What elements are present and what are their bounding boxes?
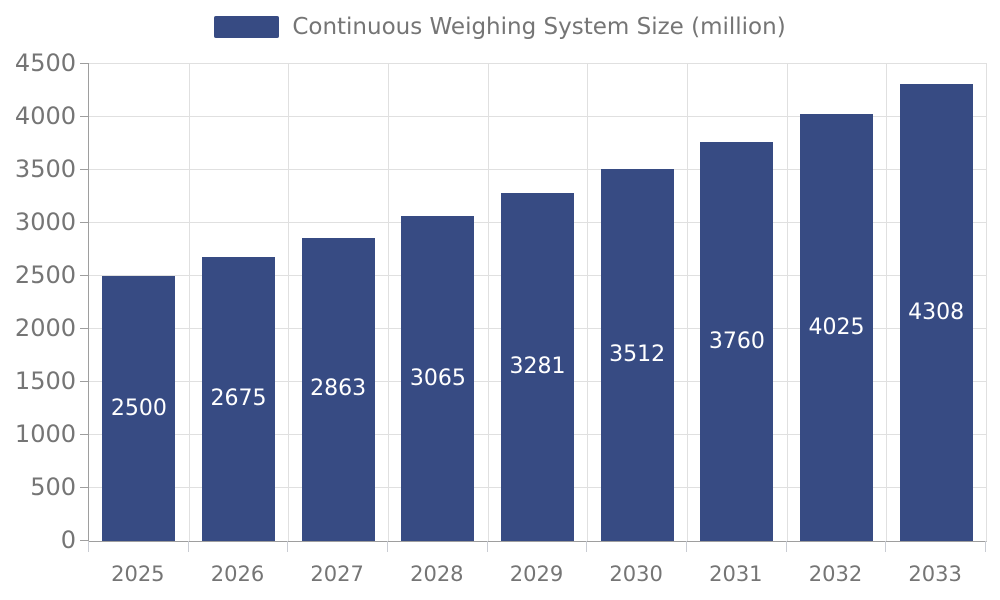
y-tick-label: 0 (60, 526, 76, 554)
bar-value-label: 2675 (210, 386, 267, 412)
bar-value-label: 3065 (409, 365, 466, 391)
x-tick-label: 2030 (609, 562, 663, 586)
bar-value-label: 2500 (110, 395, 167, 421)
bar (301, 237, 375, 541)
y-tick-label: 2500 (14, 261, 76, 289)
y-tick-label: 1500 (14, 367, 76, 395)
bar-value-label: 3281 (509, 354, 566, 380)
bar-value-label: 4025 (808, 314, 865, 340)
x-tick-mark (187, 541, 189, 552)
legend-label: Continuous Weighing System Size (million… (292, 14, 786, 40)
y-tick-mark (80, 169, 89, 170)
bar (102, 276, 176, 541)
y-tick-mark (80, 116, 89, 117)
v-gridline (487, 64, 489, 541)
v-gridline (587, 64, 589, 541)
v-gridline (786, 64, 788, 541)
x-tick-mark (785, 541, 787, 552)
x-tick-label: 2028 (410, 562, 464, 586)
x-tick-mark (387, 541, 388, 552)
x-tick-mark (885, 541, 887, 552)
y-tick-label: 3500 (14, 155, 76, 183)
legend-item[interactable]: Continuous Weighing System Size (million… (0, 14, 1000, 40)
bar (899, 84, 973, 541)
plot-area: 2500 2675 2863 3065 3281 3512 3760 4025 4308 (88, 63, 987, 542)
y-tick-mark (80, 487, 89, 488)
y-tick-mark (80, 434, 89, 435)
x-tick-label: 2029 (509, 562, 564, 586)
x-tick-label: 2031 (709, 562, 763, 586)
x-tick-label: 2033 (908, 562, 962, 586)
y-tick-mark (80, 328, 89, 329)
x-tick-mark (287, 541, 289, 552)
legend-swatch (214, 16, 280, 38)
x-tick-mark (686, 541, 687, 552)
x-tick-mark (88, 541, 89, 552)
y-tick-label: 3000 (14, 208, 76, 236)
y-tick-label: 2000 (14, 314, 76, 342)
y-tick-mark (80, 381, 89, 382)
y-tick-label: 1000 (14, 420, 76, 448)
x-tick-mark (486, 541, 488, 552)
v-gridline (188, 64, 190, 541)
bar (600, 168, 674, 541)
bar-value-label: 4308 (908, 299, 965, 325)
h-gridline (89, 169, 986, 170)
y-tick-label: 4000 (14, 102, 76, 130)
bar (501, 193, 574, 541)
bar (401, 216, 475, 541)
bar (800, 114, 873, 541)
x-tick-mark (985, 541, 986, 552)
x-tick-label: 2025 (111, 562, 165, 586)
x-tick-mark (586, 541, 588, 552)
v-gridline (886, 64, 888, 541)
y-tick-label: 500 (30, 473, 76, 501)
y-tick-mark (80, 540, 89, 541)
bar (700, 142, 774, 541)
h-gridline (89, 116, 986, 117)
bar-value-label: 3760 (708, 328, 765, 354)
y-tick-label: 4500 (14, 49, 76, 77)
y-tick-mark (80, 63, 89, 64)
x-tick-label: 2032 (808, 562, 863, 586)
v-gridline (687, 64, 688, 541)
bar-value-label: 3512 (609, 341, 666, 367)
y-tick-mark (80, 222, 89, 223)
v-gridline (288, 64, 290, 541)
bar-value-label: 2863 (310, 376, 367, 402)
y-tick-mark (80, 275, 89, 276)
x-tick-label: 2026 (210, 562, 265, 586)
v-gridline (388, 64, 389, 541)
x-tick-label: 2027 (310, 562, 364, 586)
bar (202, 257, 275, 541)
